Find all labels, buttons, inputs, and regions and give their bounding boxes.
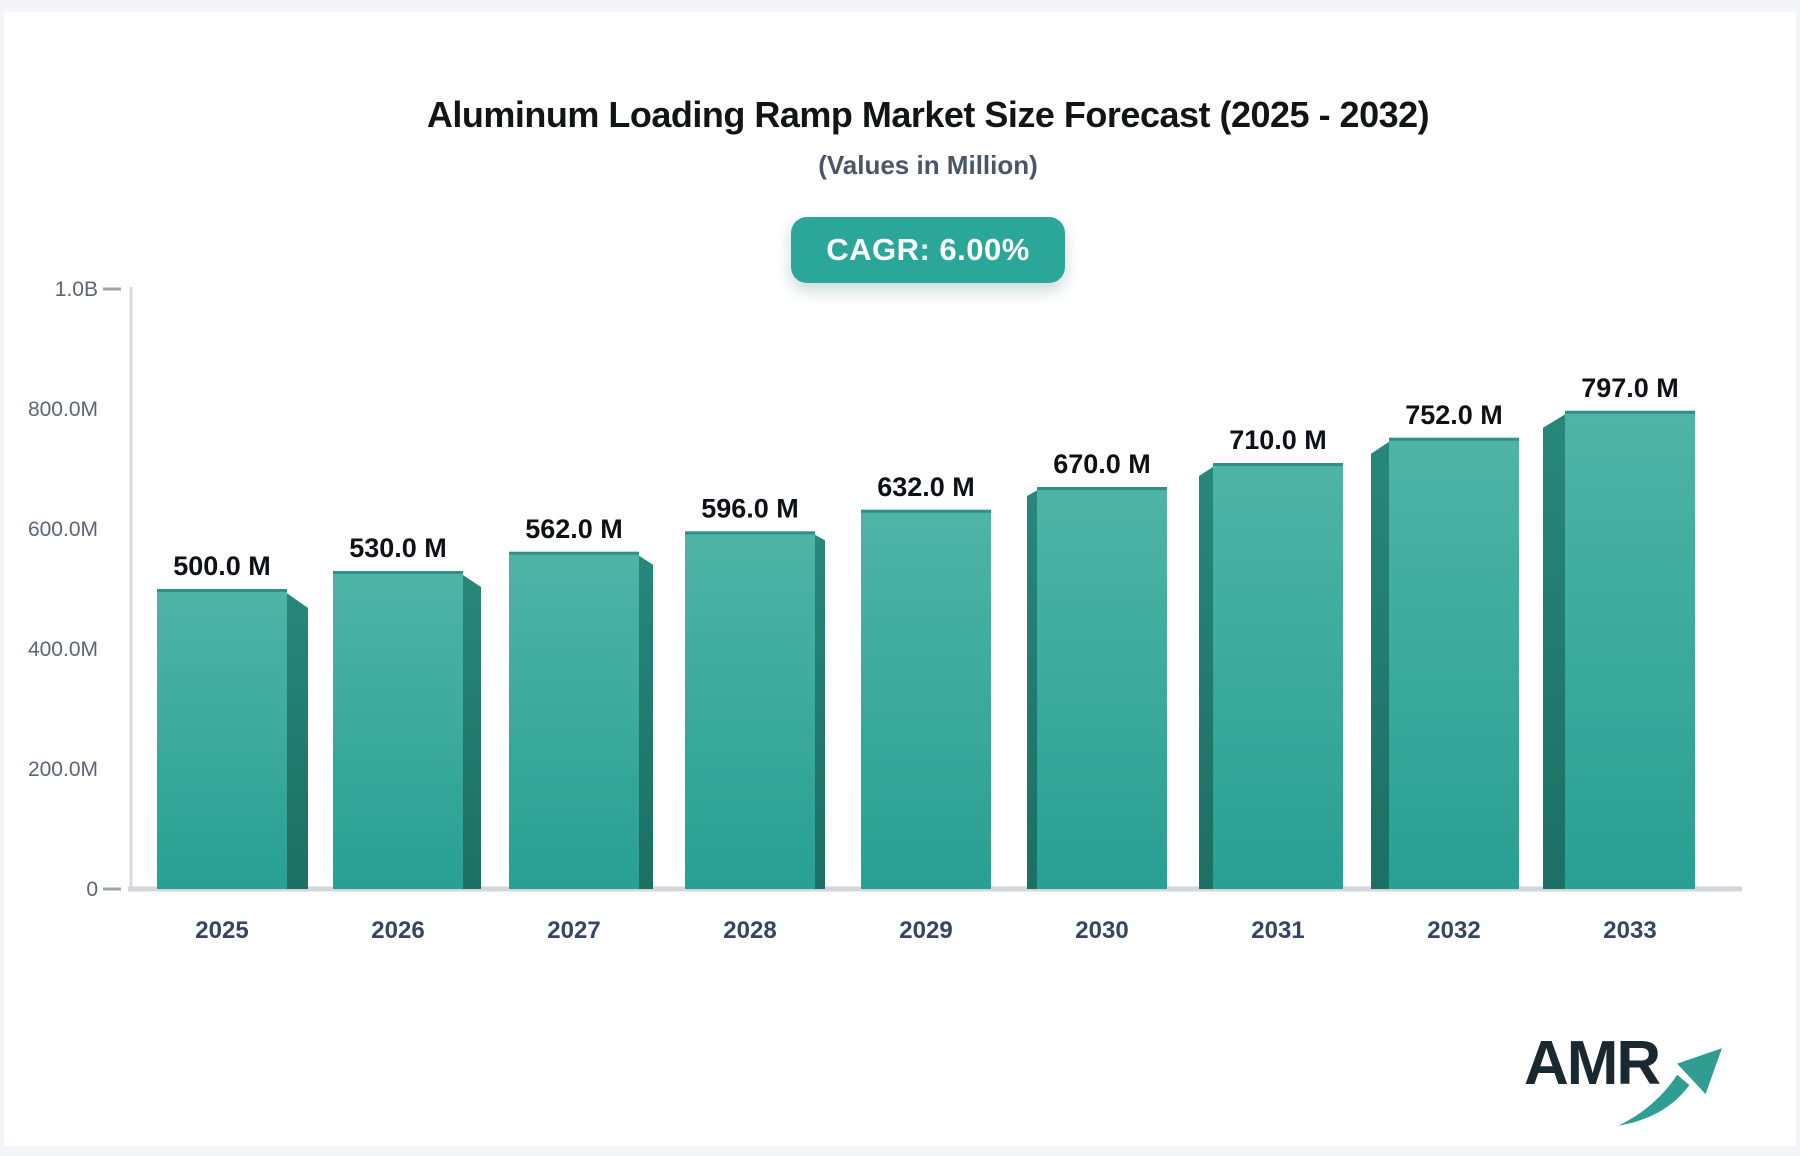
bar-side-face [1543,410,1571,889]
bar-face [157,589,287,889]
growth-arrow-icon [1618,1048,1722,1126]
x-axis-label: 2033 [1603,917,1656,944]
bar-face [1565,410,1695,889]
y-axis-label: 600.0M [28,518,98,541]
amr-logo-text: AMR [1524,1029,1661,1098]
x-axis-label: 2025 [195,917,248,944]
bar-2029[interactable] [861,509,991,889]
x-axis-label: 2031 [1251,917,1304,944]
labels: 500.0 M 2025 530.0 M 2026 562.0 M 2027 596.0 M… [173,373,1679,944]
bar-value-label: 530.0 M [349,533,447,563]
x-axis-label: 2027 [547,917,600,944]
y-axis-label: 200.0M [28,758,98,781]
bar-face [685,531,815,889]
bar-2031[interactable] [1199,463,1343,889]
amr-logo: AMR [1524,1029,1744,1126]
bar-2027[interactable] [509,551,653,889]
bar-face [509,551,639,889]
chart-title: Aluminum Loading Ramp Market Size Foreca… [426,94,1430,135]
bar-face [861,509,991,889]
x-axis-label: 2026 [371,917,424,944]
x-axis-label: 2029 [899,917,952,944]
bar-value-label: 797.0 M [1581,373,1679,403]
bar-value-label: 596.0 M [701,493,799,523]
bar-face [1389,437,1519,889]
bar-2033[interactable] [1543,410,1695,889]
bar-face [333,571,463,889]
y-axis-label: 800.0M [28,398,98,421]
cagr-badge: CAGR: 6.00% [791,217,1065,283]
bar-value-label: 710.0 M [1229,425,1327,455]
bar-value-label: 752.0 M [1405,400,1503,430]
report-card: 1.0B 800.0M 600.0M 400.0M 200.0M 0 500.0 M 202… [4,12,1796,1146]
bar-2026[interactable] [333,571,481,889]
x-axis-label: 2028 [723,917,776,944]
y-axis-label: 1.0B [55,278,98,301]
bar-face [1213,463,1343,889]
x-axis-label: 2032 [1427,917,1480,944]
bar-value-label: 632.0 M [877,472,975,502]
bars [157,410,1695,889]
chart-header: Aluminum Loading Ramp Market Size Foreca… [58,94,1798,283]
bar-2025[interactable] [157,589,308,889]
chart-subtitle: (Values in Million) [818,150,1038,180]
x-axis-label: 2030 [1075,917,1128,944]
bar-2032[interactable] [1371,437,1519,889]
bar-value-label: 500.0 M [173,551,271,581]
y-axis-label: 0 [86,878,98,901]
bar-value-label: 670.0 M [1053,449,1151,479]
bar-face [1037,487,1167,889]
bar-value-label: 562.0 M [525,514,623,544]
bar-side-face [281,589,308,889]
bar-2030[interactable] [1027,487,1167,889]
y-axis-label: 400.0M [28,638,98,661]
bar-2028[interactable] [685,531,825,889]
